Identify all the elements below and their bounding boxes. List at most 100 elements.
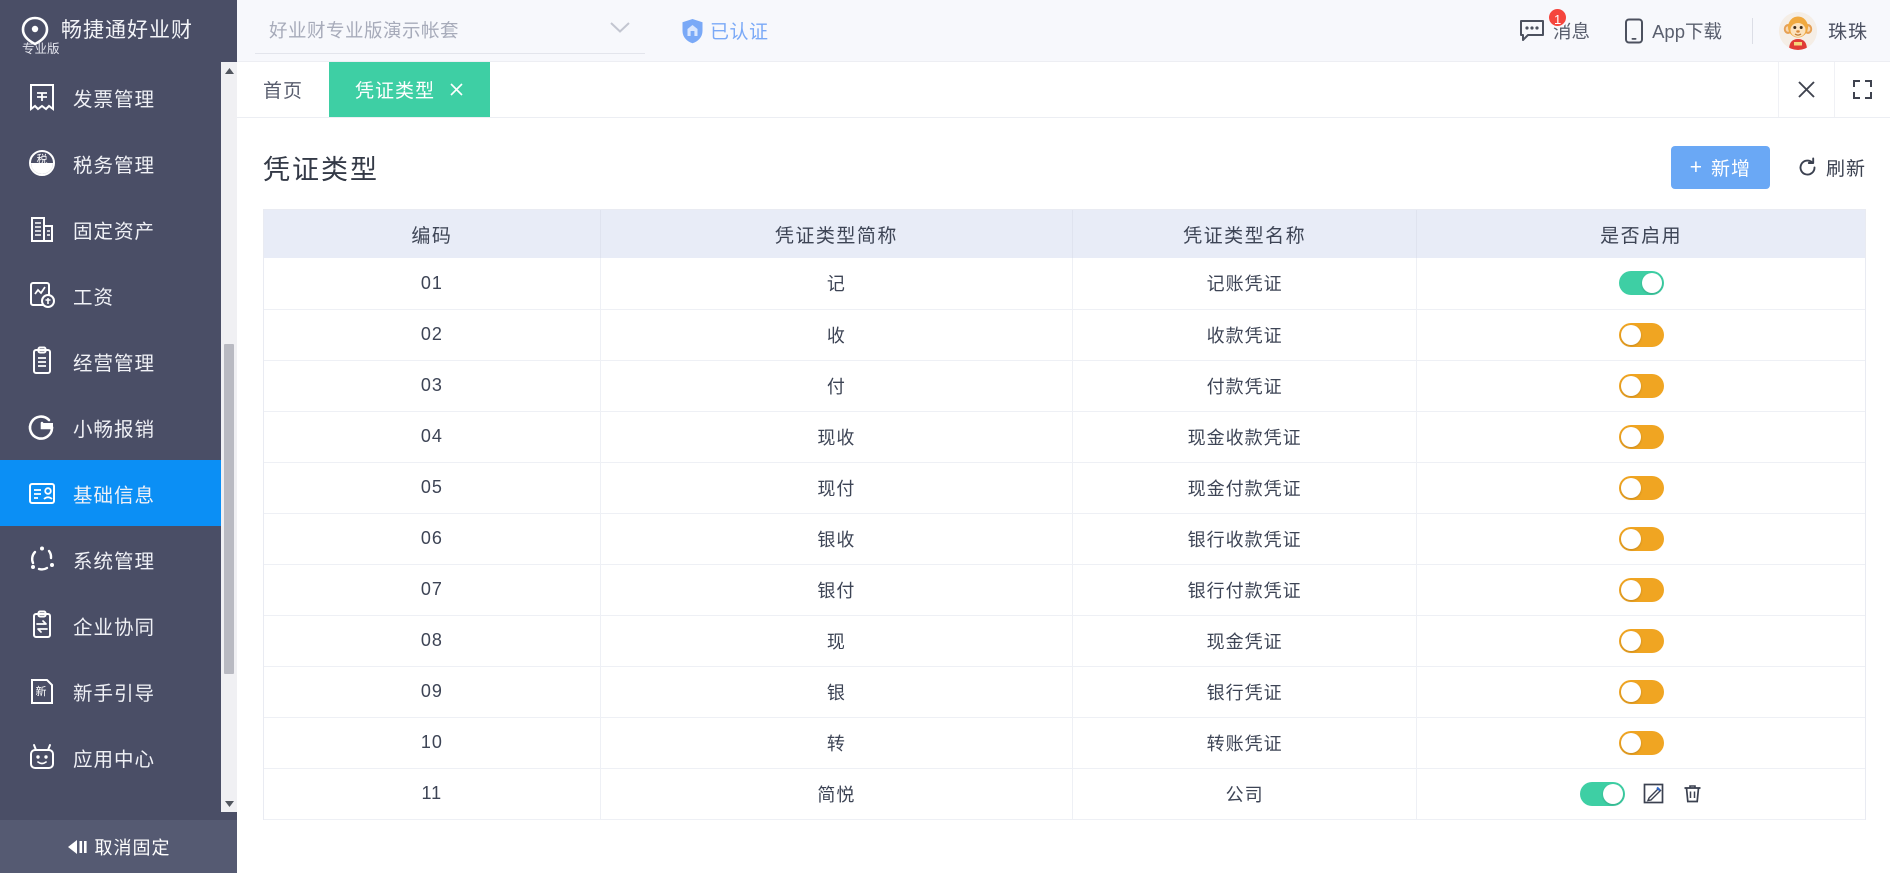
edit-icon[interactable] — [1643, 783, 1664, 804]
row-actions — [1417, 679, 1865, 704]
table-row[interactable]: 01 记记账凭证 — [264, 258, 1865, 310]
sidebar-item-7[interactable]: 基础信息 — [0, 460, 237, 526]
sidebar-item-label: 经营管理 — [73, 352, 156, 375]
sidebar-item-10[interactable]: 新 新手引导 — [0, 658, 237, 724]
cell-name: 收款凭证 — [1072, 309, 1418, 361]
sidebar-scrollbar[interactable] — [221, 62, 237, 812]
table-header-row: 编码 凭证类型简称 凭证类型名称 是否启用 — [264, 210, 1865, 258]
sidebar-item-label: 基础信息 — [73, 484, 156, 507]
cell-code: 08 — [264, 615, 601, 667]
shield-check-icon — [681, 18, 704, 44]
enable-toggle[interactable] — [1618, 373, 1664, 398]
chevron-up-icon[interactable] — [221, 62, 237, 79]
enable-toggle[interactable] — [1618, 271, 1664, 296]
table-row[interactable]: 06 银收 银行收款凭证 — [264, 513, 1865, 565]
sidebar-item-1[interactable]: 发票管理 — [0, 64, 237, 130]
cell-code: 03 — [264, 360, 601, 412]
sidebar-item-5[interactable]: 经营管理 — [0, 328, 237, 394]
refresh-button[interactable]: 刷新 — [1797, 154, 1866, 181]
cell-name: 转账凭证 — [1072, 717, 1418, 769]
collapse-sidebar-button[interactable]: 取消固定 — [0, 820, 237, 873]
close-all-tabs-button[interactable] — [1778, 62, 1834, 117]
column-header-short[interactable]: 凭证类型简称 — [600, 210, 1073, 258]
brand-text: 畅捷通好业财 — [61, 19, 193, 43]
account-selector-value: 好业财专业版演示帐套 — [269, 20, 460, 41]
enable-toggle[interactable] — [1618, 628, 1664, 653]
app-download-button[interactable]: App下载 — [1624, 18, 1722, 44]
cell-name: 现金收款凭证 — [1072, 411, 1418, 463]
cell-enabled — [1416, 513, 1865, 565]
cell-code: 01 — [264, 258, 601, 310]
sidebar-item-3[interactable]: 固定资产 — [0, 196, 237, 262]
sidebar-item-label: 系统管理 — [73, 550, 156, 573]
chevron-down-icon[interactable] — [221, 795, 237, 812]
enable-toggle[interactable] — [1618, 526, 1664, 551]
sidebar-item-8[interactable]: 系统管理 — [0, 526, 237, 592]
messages-button[interactable]: 消息 1 — [1519, 6, 1590, 44]
sidebar-item-label: 应用中心 — [73, 748, 156, 771]
user-name: 珠珠 — [1827, 22, 1868, 43]
table-row[interactable]: 07 银付 银行付款凭证 — [264, 564, 1865, 616]
table-row[interactable]: 08 现现金凭证 — [264, 615, 1865, 667]
building-icon — [27, 214, 57, 244]
scrollbar-track[interactable] — [221, 79, 237, 795]
cell-name: 公司 — [1072, 768, 1418, 820]
column-header-name[interactable]: 凭证类型名称 — [1072, 210, 1418, 258]
sidebar-item-4[interactable]: 工资 — [0, 262, 237, 328]
tab-voucher-type[interactable]: 凭证类型 — [329, 62, 491, 117]
toggle-knob — [1620, 681, 1641, 702]
sidebar-item-label: 工资 — [73, 286, 115, 309]
cell-name: 记账凭证 — [1072, 258, 1418, 310]
sidebar-item-11[interactable]: 应用中心 — [0, 724, 237, 790]
table-row[interactable]: 10 转转账凭证 — [264, 717, 1865, 769]
tax-icon: 税 — [27, 148, 57, 178]
content-area: 凭证类型 + 新增 刷新 — [237, 118, 1890, 873]
enable-toggle[interactable] — [1618, 679, 1664, 704]
cell-enabled — [1416, 360, 1865, 412]
newbie-icon: 新 — [27, 676, 57, 706]
enable-toggle[interactable] — [1579, 781, 1625, 806]
cell-code: 10 — [264, 717, 601, 769]
sidebar-item-9[interactable]: 企业协同 — [0, 592, 237, 658]
scrollbar-thumb[interactable] — [224, 344, 234, 674]
sidebar-item-label: 发票管理 — [73, 88, 156, 111]
table-row[interactable]: 04 现收 现金收款凭证 — [264, 411, 1865, 463]
column-header-code[interactable]: 编码 — [264, 210, 601, 258]
enable-toggle[interactable] — [1618, 424, 1664, 449]
refresh-icon — [1797, 157, 1818, 178]
table-row[interactable]: 05 现付 现金付款凭证 — [264, 462, 1865, 514]
enable-toggle[interactable] — [1618, 577, 1664, 602]
table-row[interactable]: 03 付付款凭证 — [264, 360, 1865, 412]
invoice-icon — [27, 82, 57, 112]
topbar-divider — [1751, 17, 1753, 44]
cell-short: 简悦 — [600, 768, 1073, 820]
verified-badge[interactable]: 已认证 — [681, 17, 769, 44]
toggle-knob — [1620, 579, 1641, 600]
fullscreen-toggle-button[interactable] — [1834, 62, 1890, 117]
trash-icon[interactable] — [1682, 783, 1703, 804]
row-actions — [1417, 271, 1865, 296]
sidebar-item-2[interactable]: 税 税务管理 — [0, 130, 237, 196]
table-head: 编码 凭证类型简称 凭证类型名称 是否启用 — [264, 210, 1865, 258]
enable-toggle[interactable] — [1618, 475, 1664, 500]
add-button[interactable]: + 新增 — [1670, 146, 1770, 189]
grid: 编码 凭证类型简称 凭证类型名称 是否启用 01 记记账凭证 02 收收款凭证 03 付付… — [264, 210, 1865, 820]
column-header-enabled[interactable]: 是否启用 — [1416, 210, 1865, 258]
cell-enabled — [1416, 615, 1865, 667]
user-menu[interactable]: 珠珠 — [1778, 11, 1868, 50]
app-center-icon — [27, 742, 57, 772]
table-row[interactable]: 02 收收款凭证 — [264, 309, 1865, 361]
table-row[interactable]: 11 简悦 公司 — [264, 768, 1865, 820]
tab-home[interactable]: 首页 — [237, 62, 329, 117]
enable-toggle[interactable] — [1618, 730, 1664, 755]
cell-enabled — [1416, 411, 1865, 463]
account-selector[interactable]: 好业财专业版演示帐套 — [255, 8, 645, 54]
svg-text:新: 新 — [36, 684, 47, 698]
sidebar-item-6[interactable]: 小畅报销 — [0, 394, 237, 460]
close-icon[interactable] — [449, 82, 464, 97]
table-row[interactable]: 09 银银行凭证 — [264, 666, 1865, 718]
collapse-pin-icon — [67, 839, 89, 855]
cell-name: 银行收款凭证 — [1072, 513, 1418, 565]
enable-toggle[interactable] — [1618, 322, 1664, 347]
